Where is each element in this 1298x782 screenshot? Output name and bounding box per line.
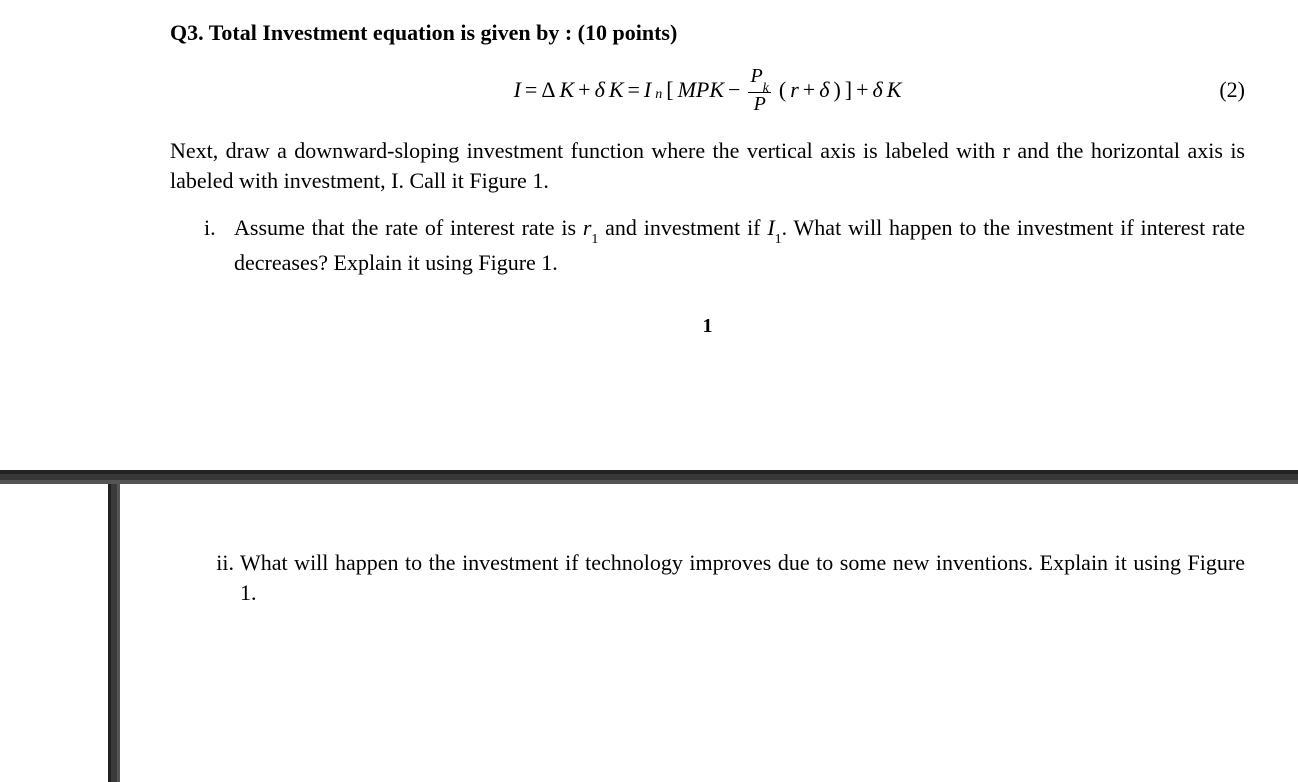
equation-row: I = Δ K + δ K = In [ MPK − Pk P xyxy=(170,64,1245,116)
item-i: i. Assume that the rate of interest rate… xyxy=(204,213,1245,277)
eq-rparen: ) xyxy=(833,77,840,103)
eq-In-n: n xyxy=(655,87,662,103)
question-title-text: Total Investment equation is given by : … xyxy=(209,20,678,45)
eq-plus-3: + xyxy=(856,77,868,103)
eq-fraction: Pk P xyxy=(748,66,770,114)
horizontal-divider xyxy=(0,470,1298,484)
item-ii-body: What will happen to the investment if te… xyxy=(240,548,1245,607)
sub-items: i. Assume that the rate of interest rate… xyxy=(204,213,1245,277)
item-i-body: Assume that the rate of interest rate is… xyxy=(234,213,1245,277)
eq-K-1: K xyxy=(559,77,574,103)
item-ii: ii. What will happen to the investment i… xyxy=(204,548,1245,607)
item-i-I1: I xyxy=(767,215,774,240)
content-area: Q3. Total Investment equation is given b… xyxy=(170,20,1245,608)
intro-paragraph: Next, draw a downward-sloping investment… xyxy=(170,136,1245,195)
item-i-marker: i. xyxy=(204,213,234,277)
eq-In-I: I xyxy=(644,77,651,103)
eq-delta-3: δ xyxy=(873,77,883,103)
page: Q3. Total Investment equation is given b… xyxy=(0,0,1298,782)
eq-lparen: ( xyxy=(779,77,786,103)
eq-K-3: K xyxy=(887,77,902,103)
equation: I = Δ K + δ K = In [ MPK − Pk P xyxy=(514,66,902,114)
eq-K-2: K xyxy=(609,77,624,103)
eq-I: I xyxy=(514,77,521,103)
eq-plus-1: + xyxy=(578,77,590,103)
eq-frac-num-k: k xyxy=(763,81,769,96)
question-title: Q3. Total Investment equation is given b… xyxy=(170,20,1245,46)
eq-Delta: Δ xyxy=(541,77,555,103)
vertical-divider xyxy=(108,484,120,782)
eq-frac-den: P xyxy=(752,94,768,114)
eq-MPK: MPK xyxy=(678,77,724,103)
item-i-mid: and investment if xyxy=(598,215,767,240)
eq-frac-num: Pk xyxy=(748,66,770,91)
eq-plus-2: + xyxy=(803,77,815,103)
eq-equals-2: = xyxy=(628,77,640,103)
item-i-r1-sub: 1 xyxy=(591,232,598,247)
eq-rbracket: ] xyxy=(845,77,852,103)
eq-delta-2: δ xyxy=(819,77,829,103)
eq-frac-num-P: P xyxy=(750,65,762,87)
page-number: 1 xyxy=(170,315,1245,338)
question-number: Q3. xyxy=(170,20,204,45)
eq-delta-1: δ xyxy=(595,77,605,103)
equation-number: (2) xyxy=(1219,77,1245,103)
sub-items-2: ii. What will happen to the investment i… xyxy=(204,548,1245,607)
eq-minus: − xyxy=(728,77,740,103)
page-break-gap xyxy=(170,338,1245,548)
eq-equals-1: = xyxy=(525,77,537,103)
eq-r: r xyxy=(790,77,799,103)
item-i-I1-sub: 1 xyxy=(775,232,782,247)
eq-lbracket: [ xyxy=(666,77,673,103)
item-ii-marker: ii. xyxy=(204,548,240,607)
item-i-pre: Assume that the rate of interest rate is xyxy=(234,215,583,240)
